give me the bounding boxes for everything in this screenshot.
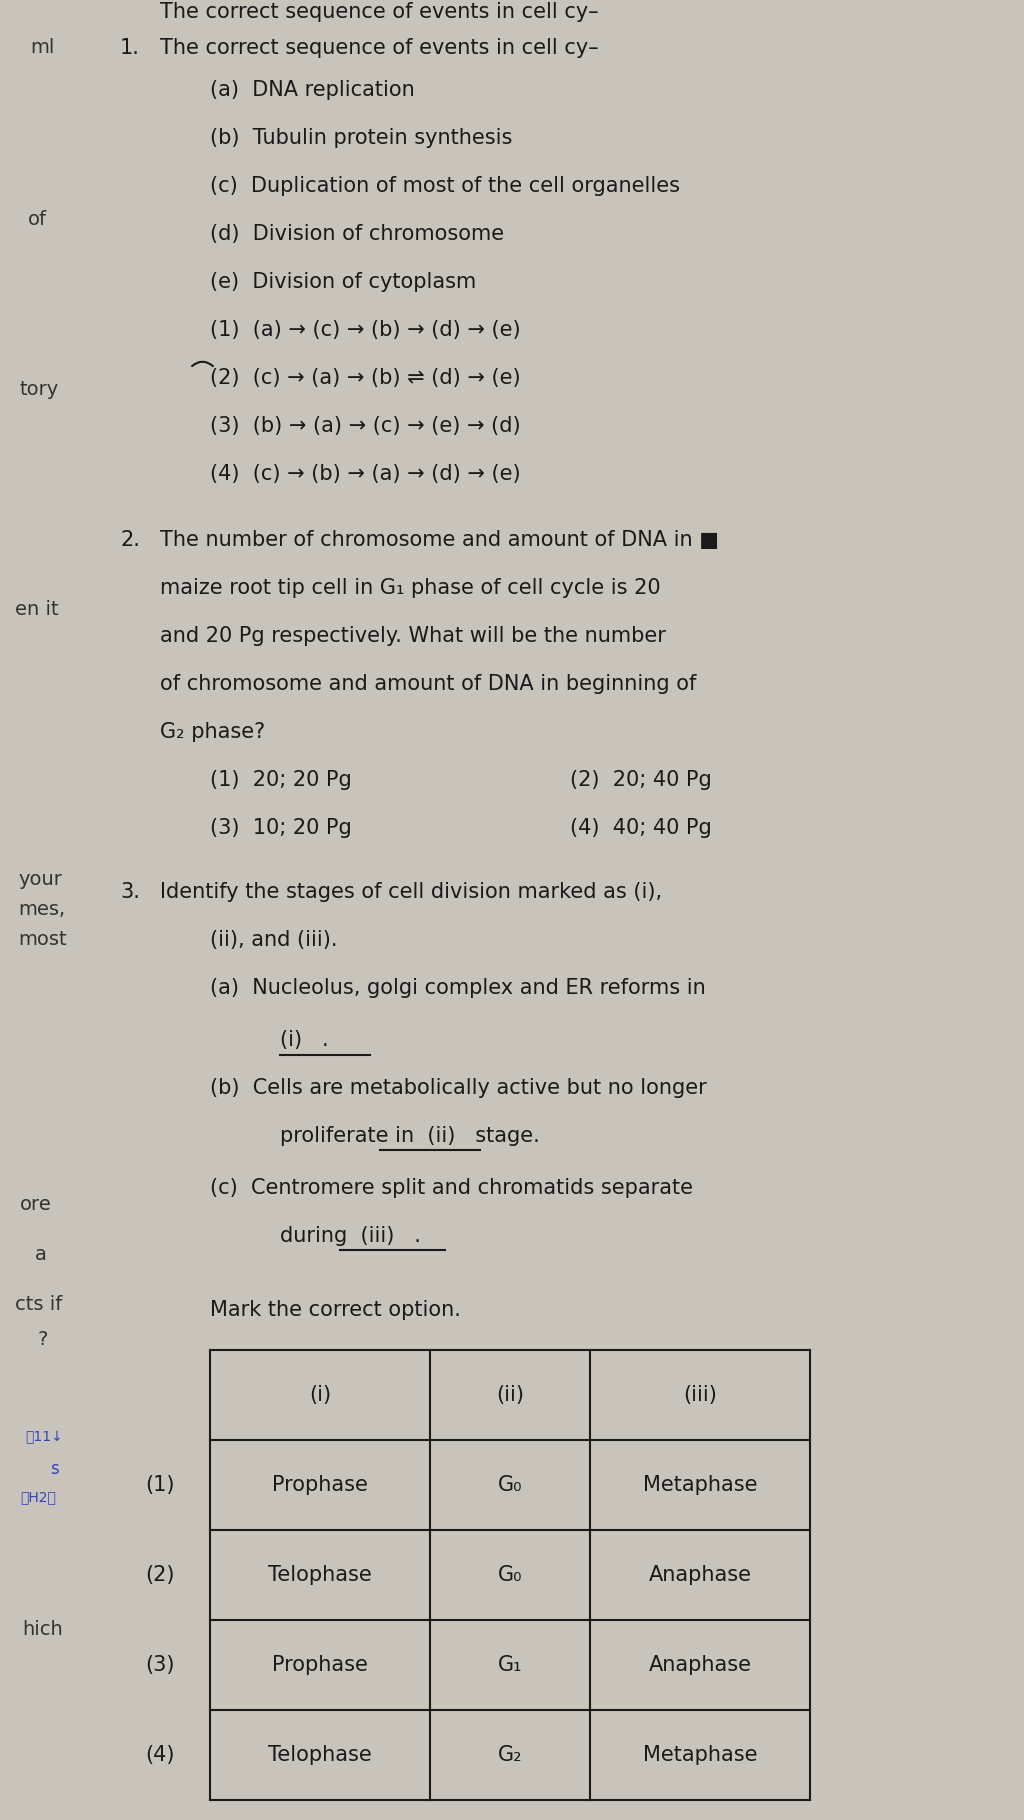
Text: (e)  Division of cytoplasm: (e) Division of cytoplasm — [210, 271, 476, 291]
Text: G₁: G₁ — [498, 1654, 522, 1674]
Text: s: s — [50, 1460, 58, 1478]
Text: Anaphase: Anaphase — [648, 1565, 752, 1585]
Text: tory: tory — [20, 380, 59, 399]
Text: (1): (1) — [145, 1474, 175, 1494]
Text: (2): (2) — [145, 1565, 175, 1585]
Text: of chromosome and amount of DNA in beginning of: of chromosome and amount of DNA in begin… — [160, 673, 696, 693]
Text: G₀: G₀ — [498, 1474, 522, 1494]
Text: (d)  Division of chromosome: (d) Division of chromosome — [210, 224, 504, 244]
Text: The number of chromosome and amount of DNA in ■: The number of chromosome and amount of D… — [160, 530, 719, 550]
Text: G₂ phase?: G₂ phase? — [160, 723, 265, 743]
Text: (4)  40; 40 Pg: (4) 40; 40 Pg — [570, 817, 712, 837]
Text: Metaphase: Metaphase — [643, 1745, 758, 1765]
Text: (3)  (b) → (a) → (c) → (e) → (d): (3) (b) → (a) → (c) → (e) → (d) — [210, 417, 520, 437]
Text: hich: hich — [22, 1620, 62, 1640]
Text: (c)  Duplication of most of the cell organelles: (c) Duplication of most of the cell orga… — [210, 177, 680, 197]
Text: a: a — [35, 1245, 47, 1265]
Text: proliferate in  (ii)   stage.: proliferate in (ii) stage. — [280, 1127, 540, 1147]
Text: (2)  20; 40 Pg: (2) 20; 40 Pg — [570, 770, 712, 790]
Text: (1)  20; 20 Pg: (1) 20; 20 Pg — [210, 770, 352, 790]
Text: (a)  DNA replication: (a) DNA replication — [210, 80, 415, 100]
Text: The correct sequence of events in cell cy–: The correct sequence of events in cell c… — [160, 2, 599, 22]
Text: G₂: G₂ — [498, 1745, 522, 1765]
Text: (iii): (iii) — [683, 1385, 717, 1405]
Text: Metaphase: Metaphase — [643, 1474, 758, 1494]
Text: Anaphase: Anaphase — [648, 1654, 752, 1674]
Text: (i)   .: (i) . — [280, 1030, 329, 1050]
Text: (3): (3) — [145, 1654, 175, 1674]
Text: mes,: mes, — [18, 901, 66, 919]
Text: (i): (i) — [309, 1385, 331, 1405]
Text: 3.: 3. — [120, 883, 140, 903]
Text: Prophase: Prophase — [272, 1474, 368, 1494]
Text: (b)  Cells are metabolically active but no longer: (b) Cells are metabolically active but n… — [210, 1077, 707, 1097]
Text: G₀: G₀ — [498, 1565, 522, 1585]
Text: cts if: cts if — [15, 1296, 62, 1314]
Text: 求H2⌛: 求H2⌛ — [20, 1491, 56, 1503]
Text: during  (iii)   .: during (iii) . — [280, 1227, 421, 1247]
Text: most: most — [18, 930, 67, 948]
Text: (3)  10; 20 Pg: (3) 10; 20 Pg — [210, 817, 352, 837]
Text: maize root tip cell in G₁ phase of cell cycle is 20: maize root tip cell in G₁ phase of cell … — [160, 579, 660, 599]
Text: Mark the correct option.: Mark the correct option. — [210, 1299, 461, 1320]
Text: 1.: 1. — [120, 38, 140, 58]
Text: your: your — [18, 870, 61, 888]
Text: en it: en it — [15, 601, 58, 619]
Text: (4)  (c) → (b) → (a) → (d) → (e): (4) (c) → (b) → (a) → (d) → (e) — [210, 464, 520, 484]
Text: ?: ? — [38, 1330, 48, 1349]
Text: ore: ore — [20, 1196, 52, 1214]
Text: Telophase: Telophase — [268, 1745, 372, 1765]
Text: (2)  (c) → (a) → (b) ⇌ (d) → (e): (2) (c) → (a) → (b) ⇌ (d) → (e) — [210, 368, 520, 388]
Text: (4): (4) — [145, 1745, 175, 1765]
Text: Prophase: Prophase — [272, 1654, 368, 1674]
Text: (a)  Nucleolus, golgi complex and ER reforms in: (a) Nucleolus, golgi complex and ER refo… — [210, 977, 706, 997]
Text: and 20 Pg respectively. What will be the number: and 20 Pg respectively. What will be the… — [160, 626, 666, 646]
Text: The correct sequence of events in cell cy–: The correct sequence of events in cell c… — [160, 38, 599, 58]
Text: Telophase: Telophase — [268, 1565, 372, 1585]
Text: (b)  Tubulin protein synthesis: (b) Tubulin protein synthesis — [210, 127, 512, 147]
Text: (ii): (ii) — [496, 1385, 524, 1405]
Text: (c)  Centromere split and chromatids separate: (c) Centromere split and chromatids sepa… — [210, 1178, 693, 1198]
Text: ml: ml — [30, 38, 54, 56]
Text: (1)  (a) → (c) → (b) → (d) → (e): (1) (a) → (c) → (b) → (d) → (e) — [210, 320, 520, 340]
Text: of: of — [28, 209, 47, 229]
Text: 2.: 2. — [120, 530, 140, 550]
Text: Identify the stages of cell division marked as (i),: Identify the stages of cell division mar… — [160, 883, 663, 903]
Text: (ii), and (iii).: (ii), and (iii). — [210, 930, 338, 950]
Text: উ11↓: উ11↓ — [25, 1431, 62, 1443]
